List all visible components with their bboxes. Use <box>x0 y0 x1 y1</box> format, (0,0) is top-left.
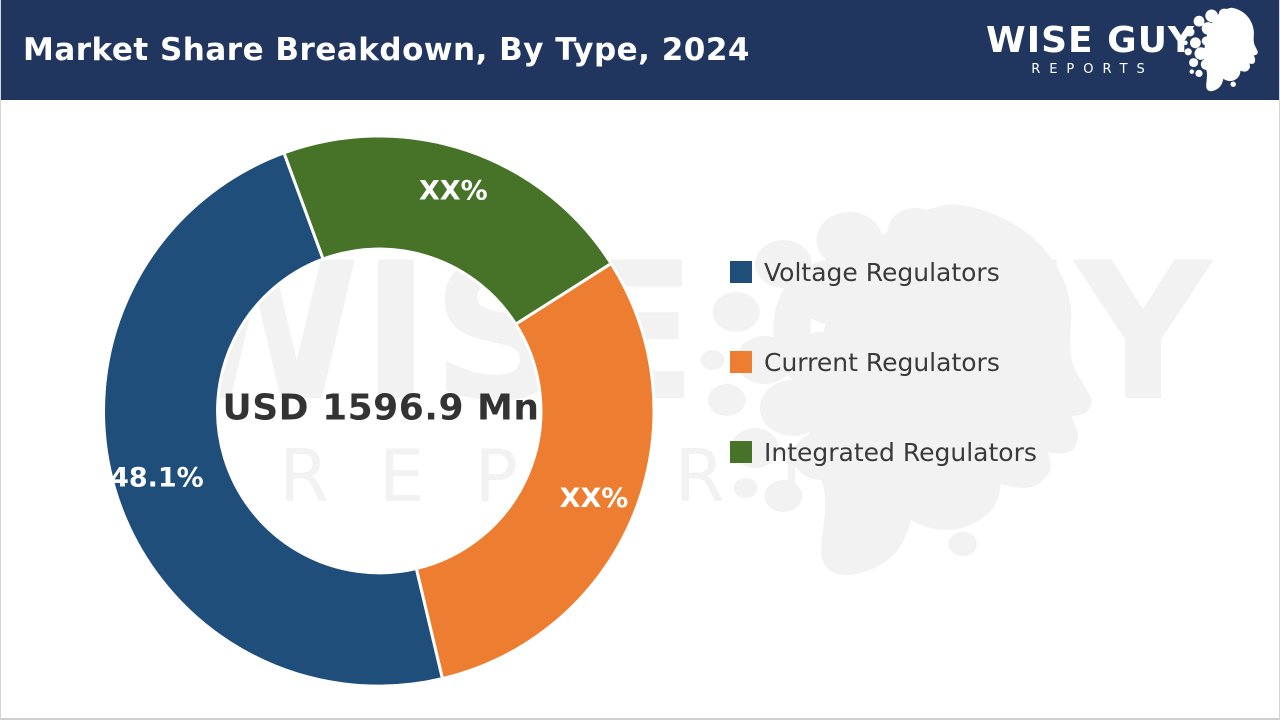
pie-slice-voltage-regulators <box>102 151 444 688</box>
slice-percent-label: XX% <box>419 176 488 207</box>
legend-item-voltage-regulators: Voltage Regulators <box>730 257 1037 287</box>
legend-label-integrated-regulators: Integrated Regulators <box>764 437 1037 467</box>
slice-percent-label: 48.1% <box>110 463 204 494</box>
legend-item-integrated-regulators: Integrated Regulators <box>730 437 1037 467</box>
pie-slice-current-regulators <box>414 262 656 681</box>
header: Market Share Breakdown, By Type, 2024 WI… <box>1 0 1279 100</box>
brand-name: WISE GUY <box>985 20 1195 61</box>
legend-label-current-regulators: Current Regulators <box>764 347 1000 377</box>
legend-item-current-regulators: Current Regulators <box>730 347 1037 377</box>
legend-swatch-current-regulators <box>730 351 752 373</box>
legend-swatch-integrated-regulators <box>730 441 752 463</box>
pie-slice-integrated-regulators <box>282 134 613 326</box>
page-title: Market Share Breakdown, By Type, 2024 <box>23 32 751 68</box>
legend-swatch-voltage-regulators <box>730 261 752 283</box>
brand-logo-text: WISE GUY REPORTS <box>985 20 1195 78</box>
legend-label-voltage-regulators: Voltage Regulators <box>764 257 1000 287</box>
brand-subtitle: REPORTS <box>1031 62 1154 77</box>
brand-logo: WISE GUY REPORTS <box>986 4 1271 96</box>
slice-percent-label: XX% <box>560 483 629 514</box>
chart-center-total: USD 1596.9 Mn <box>222 387 540 429</box>
chart-legend: Voltage Regulators Current Regulators In… <box>730 257 1037 467</box>
